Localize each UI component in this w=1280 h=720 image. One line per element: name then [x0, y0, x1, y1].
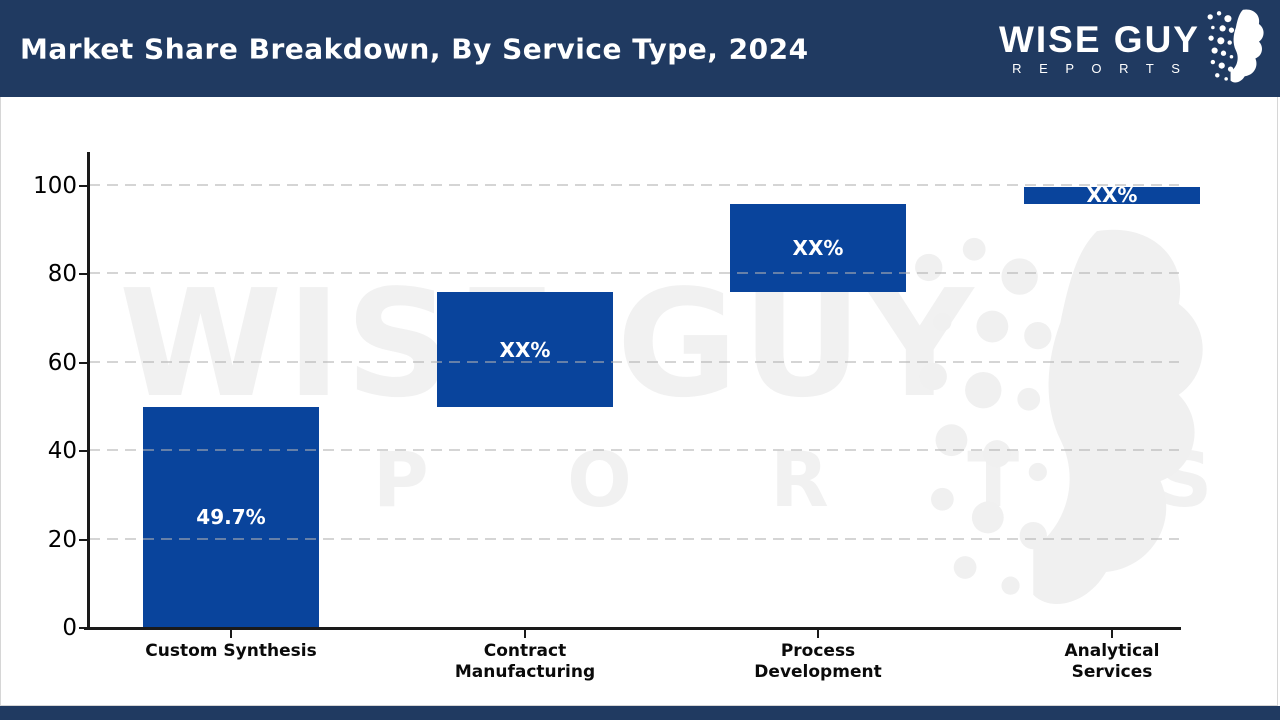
bar-contract-manufacturing [437, 291, 613, 408]
logo-subtitle: R E P O R T S [1012, 61, 1187, 76]
watermark-face-icon [881, 222, 1231, 626]
x-tick-analytical-services [1111, 629, 1113, 638]
bar-analytical-services [1024, 186, 1200, 204]
y-tick-0 [79, 627, 87, 629]
chart-panel: WISE GUY P O R T S 0 20 40 60 80 100 49.7% Cust… [0, 97, 1278, 706]
bar-custom-synthesis [143, 407, 319, 627]
x-category-label-contract-manufacturing: Contract Manufacturing [454, 641, 596, 682]
y-tick-label-100: 100 [33, 173, 77, 199]
y-tick-label-80: 80 [47, 261, 77, 288]
y-tick-label-40: 40 [47, 438, 77, 465]
wiseguy-face-icon [1204, 7, 1266, 91]
wiseguy-logo-text: WISE GUY R E P O R T S [999, 21, 1200, 77]
gridline-60 [89, 360, 1179, 363]
x-category-label-custom-synthesis: Custom Synthesis [145, 641, 317, 661]
y-tick-label-60: 60 [47, 349, 77, 376]
gridline-100 [89, 184, 1179, 186]
header-bar: Market Share Breakdown, By Service Type,… [0, 0, 1280, 97]
bar-value-label-contract-manufacturing: XX% [499, 337, 551, 362]
y-tick-80 [79, 273, 87, 276]
y-tick-60 [79, 361, 87, 364]
x-category-label-analytical-services: Analytical Services [1064, 641, 1160, 682]
bar-value-label-analytical-services: XX% [1086, 183, 1138, 208]
footer-bar [0, 706, 1280, 720]
y-tick-20 [79, 538, 87, 541]
y-tick-100 [79, 185, 87, 187]
gridline-80 [89, 272, 1179, 275]
x-tick-contract-manufacturing [524, 629, 526, 638]
x-category-label-process-development: Process Development [754, 641, 882, 682]
y-axis-line [87, 152, 90, 629]
bar-value-label-custom-synthesis: 49.7% [196, 505, 266, 530]
y-tick-label-20: 20 [47, 526, 77, 553]
gridline-20 [89, 537, 1179, 540]
x-tick-process-development [817, 629, 819, 638]
plot-area: 0 20 40 60 80 100 49.7% Custom Synthesis XX% Cont… [1, 97, 1277, 705]
bar-value-label-process-development: XX% [792, 235, 844, 260]
wiseguy-logo: WISE GUY R E P O R T S [999, 8, 1266, 90]
x-tick-custom-synthesis [230, 629, 232, 638]
logo-wordmark: WISE GUY [998, 19, 1200, 60]
bar-process-development [730, 204, 906, 292]
page-title: Market Share Breakdown, By Service Type,… [20, 32, 809, 65]
y-tick-label-0: 0 [62, 615, 77, 641]
x-axis-line [84, 627, 1181, 630]
y-tick-40 [79, 450, 87, 453]
gridline-40 [89, 449, 1179, 452]
